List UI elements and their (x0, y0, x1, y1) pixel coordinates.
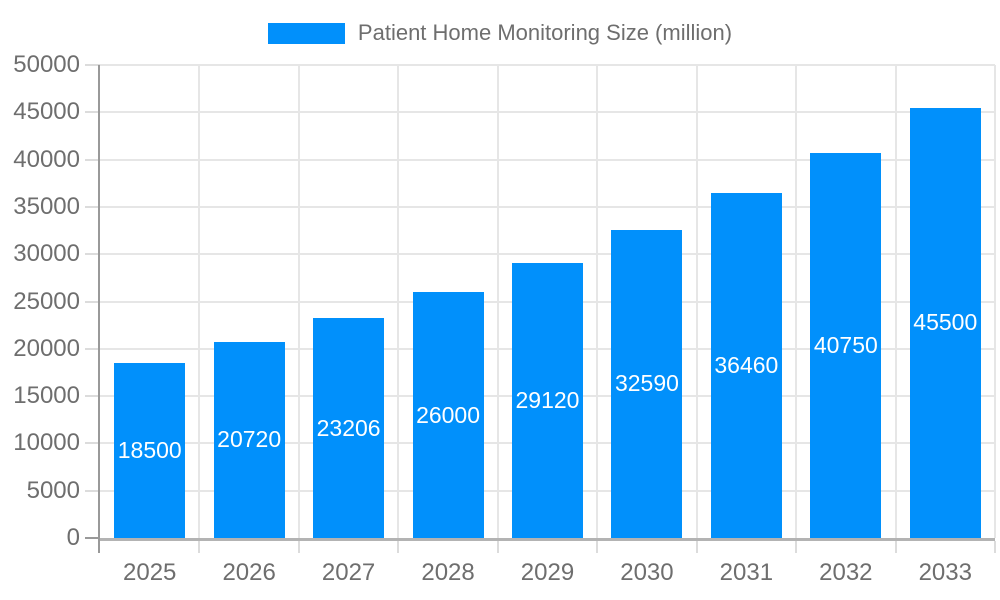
x-axis-tick (795, 541, 798, 553)
x-gridline (695, 65, 698, 538)
x-axis-label-2026: 2026 (222, 559, 276, 586)
x-axis-label-2027: 2027 (321, 559, 376, 586)
bar-value-label: 45500 (913, 309, 978, 336)
y-axis-tick (85, 442, 100, 445)
legend-item[interactable]: Patient Home Monitoring Size (million) (0, 20, 1000, 46)
bar-value-label: 20720 (217, 426, 282, 453)
y-gridline (100, 111, 995, 114)
bar-value-label: 29120 (515, 386, 580, 413)
x-gridline (795, 65, 798, 538)
y-gridline (100, 253, 995, 256)
y-axis-tick (85, 205, 100, 208)
y-axis-tick (85, 253, 100, 256)
bar-value-label: 23206 (316, 414, 381, 441)
legend-swatch-icon (267, 22, 345, 44)
x-axis-label-2025: 2025 (123, 559, 177, 586)
x-axis-tick (695, 541, 698, 553)
bar-2031: 36460 (710, 193, 782, 538)
x-gridline (397, 65, 400, 538)
x-axis-tick (297, 541, 300, 553)
y-axis-tick (85, 347, 100, 350)
bar-value-label: 26000 (416, 401, 481, 428)
bar-2029: 29120 (512, 262, 583, 538)
bar-2032: 40750 (810, 152, 882, 538)
x-gridline (198, 65, 201, 538)
bar-value-label: 36460 (714, 352, 779, 379)
x-axis-label-2028: 2028 (421, 559, 475, 586)
bar-2027: 23206 (313, 318, 385, 538)
y-axis-label: 15000 (13, 382, 80, 410)
y-axis-tick (85, 395, 100, 398)
y-axis-label: 10000 (13, 429, 80, 457)
x-axis-label-2029: 2029 (520, 559, 575, 586)
y-gridline (100, 158, 995, 161)
x-gridline (297, 65, 300, 538)
x-gridline (496, 65, 499, 538)
bar-2028: 26000 (412, 292, 484, 538)
bar-2030: 32590 (611, 229, 683, 538)
bar-2033: 45500 (909, 107, 981, 538)
y-axis-label: 40000 (13, 145, 80, 173)
x-axis-tick (397, 541, 400, 553)
x-gridline (596, 65, 599, 538)
y-gridline (100, 205, 995, 208)
x-axis-label-2030: 2030 (620, 559, 674, 586)
y-axis-label: 25000 (13, 287, 80, 315)
y-axis-tick (85, 537, 100, 539)
x-axis-label-2033: 2033 (918, 559, 972, 586)
bar-value-label: 32590 (614, 370, 679, 397)
x-axis-label-2031: 2031 (719, 559, 774, 586)
bar-value-label: 18500 (117, 436, 182, 463)
x-axis-label-2032: 2032 (819, 559, 873, 586)
y-axis-line (98, 65, 100, 553)
y-gridline (100, 64, 995, 66)
y-axis-label: 20000 (13, 334, 80, 362)
x-axis-line (100, 538, 995, 541)
x-axis-tick (894, 541, 897, 553)
x-gridline (894, 65, 897, 538)
y-axis-label: 5000 (26, 476, 80, 504)
bar-2025: 18500 (114, 362, 186, 538)
y-axis-tick (85, 300, 100, 303)
x-axis-tick (198, 541, 201, 553)
y-axis-tick (85, 64, 100, 66)
legend-label: Patient Home Monitoring Size (million) (357, 20, 733, 45)
bar-2026: 20720 (213, 341, 285, 538)
y-axis-tick (85, 111, 100, 114)
y-axis-label: 35000 (13, 192, 80, 220)
y-axis-label: 30000 (13, 240, 80, 268)
y-axis-tick (85, 158, 100, 161)
x-axis-tick (994, 541, 996, 553)
bar-value-label: 40750 (813, 331, 878, 358)
x-gridline (994, 65, 996, 538)
y-axis-label: 45000 (13, 98, 80, 126)
x-axis-tick (596, 541, 599, 553)
x-axis-tick (496, 541, 499, 553)
y-axis-label: 0 (66, 524, 80, 551)
y-axis-label: 50000 (13, 51, 80, 78)
y-axis-tick (85, 489, 100, 492)
